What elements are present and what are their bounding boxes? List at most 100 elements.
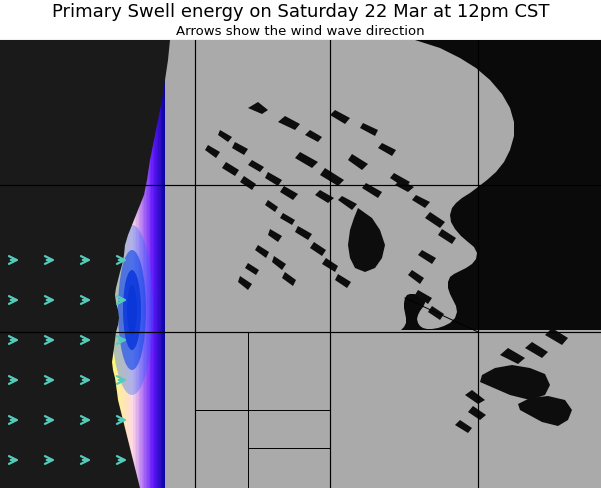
Bar: [4, 40, 5, 488]
Polygon shape: [428, 306, 444, 320]
Bar: [132, 40, 133, 488]
Bar: [156, 40, 157, 488]
Polygon shape: [265, 172, 282, 186]
Bar: [124, 40, 125, 488]
Polygon shape: [465, 390, 485, 404]
Bar: [78, 40, 80, 488]
Bar: [28, 40, 29, 488]
Bar: [102, 40, 103, 488]
Bar: [43, 40, 44, 488]
Polygon shape: [315, 190, 334, 203]
Bar: [16, 40, 18, 488]
Bar: [18, 40, 19, 488]
Bar: [133, 40, 135, 488]
Bar: [67, 40, 69, 488]
Bar: [140, 40, 142, 488]
Polygon shape: [265, 200, 278, 212]
Bar: [163, 40, 165, 488]
Polygon shape: [395, 180, 414, 192]
Bar: [59, 40, 61, 488]
Bar: [37, 40, 38, 488]
Bar: [26, 40, 28, 488]
Bar: [90, 40, 91, 488]
Bar: [11, 40, 13, 488]
Polygon shape: [418, 250, 436, 264]
Polygon shape: [360, 123, 378, 136]
Polygon shape: [240, 176, 256, 190]
Bar: [25, 40, 26, 488]
Bar: [53, 40, 55, 488]
Bar: [0, 40, 1, 488]
Polygon shape: [272, 256, 286, 270]
Polygon shape: [322, 258, 338, 272]
Bar: [158, 40, 159, 488]
Bar: [139, 40, 140, 488]
Bar: [72, 40, 73, 488]
Bar: [128, 40, 129, 488]
Bar: [123, 40, 124, 488]
Bar: [61, 40, 62, 488]
Bar: [143, 40, 144, 488]
Bar: [82, 40, 84, 488]
Bar: [70, 40, 72, 488]
Polygon shape: [455, 420, 472, 433]
Polygon shape: [525, 342, 548, 358]
Polygon shape: [282, 272, 296, 286]
Bar: [8, 40, 10, 488]
Polygon shape: [255, 245, 269, 258]
Bar: [162, 40, 163, 488]
Bar: [161, 40, 162, 488]
Bar: [135, 40, 136, 488]
Bar: [142, 40, 143, 488]
Bar: [87, 40, 88, 488]
Polygon shape: [0, 40, 170, 488]
Polygon shape: [500, 348, 525, 364]
Bar: [51, 40, 52, 488]
Polygon shape: [218, 130, 232, 142]
Bar: [22, 40, 23, 488]
Ellipse shape: [111, 225, 153, 395]
Bar: [65, 40, 66, 488]
Bar: [63, 40, 65, 488]
Text: Arrows show the wind wave direction: Arrows show the wind wave direction: [176, 25, 425, 38]
Bar: [151, 40, 153, 488]
Bar: [130, 40, 132, 488]
Bar: [62, 40, 63, 488]
Bar: [32, 40, 33, 488]
Bar: [38, 40, 40, 488]
Text: Primary Swell energy on Saturday 22 Mar at 12pm CST: Primary Swell energy on Saturday 22 Mar …: [52, 3, 549, 21]
Bar: [49, 40, 51, 488]
Bar: [110, 40, 111, 488]
Polygon shape: [278, 116, 300, 130]
Polygon shape: [305, 130, 322, 142]
Polygon shape: [362, 183, 382, 198]
Bar: [77, 40, 78, 488]
Bar: [47, 40, 48, 488]
Polygon shape: [401, 40, 601, 330]
Bar: [111, 40, 113, 488]
Ellipse shape: [123, 270, 141, 350]
Bar: [114, 40, 115, 488]
Polygon shape: [295, 226, 312, 240]
Polygon shape: [295, 152, 318, 168]
Bar: [48, 40, 49, 488]
Polygon shape: [232, 142, 248, 155]
Bar: [52, 40, 53, 488]
Polygon shape: [280, 213, 295, 225]
Bar: [80, 40, 81, 488]
Polygon shape: [245, 263, 259, 275]
Bar: [69, 40, 70, 488]
Bar: [13, 40, 14, 488]
Polygon shape: [518, 396, 572, 426]
Polygon shape: [248, 102, 268, 114]
Bar: [106, 40, 107, 488]
Bar: [3, 40, 4, 488]
Polygon shape: [468, 406, 486, 420]
Polygon shape: [415, 290, 432, 304]
Bar: [73, 40, 75, 488]
Bar: [94, 40, 95, 488]
Bar: [30, 40, 32, 488]
Bar: [99, 40, 100, 488]
Bar: [33, 40, 34, 488]
Polygon shape: [268, 229, 282, 242]
